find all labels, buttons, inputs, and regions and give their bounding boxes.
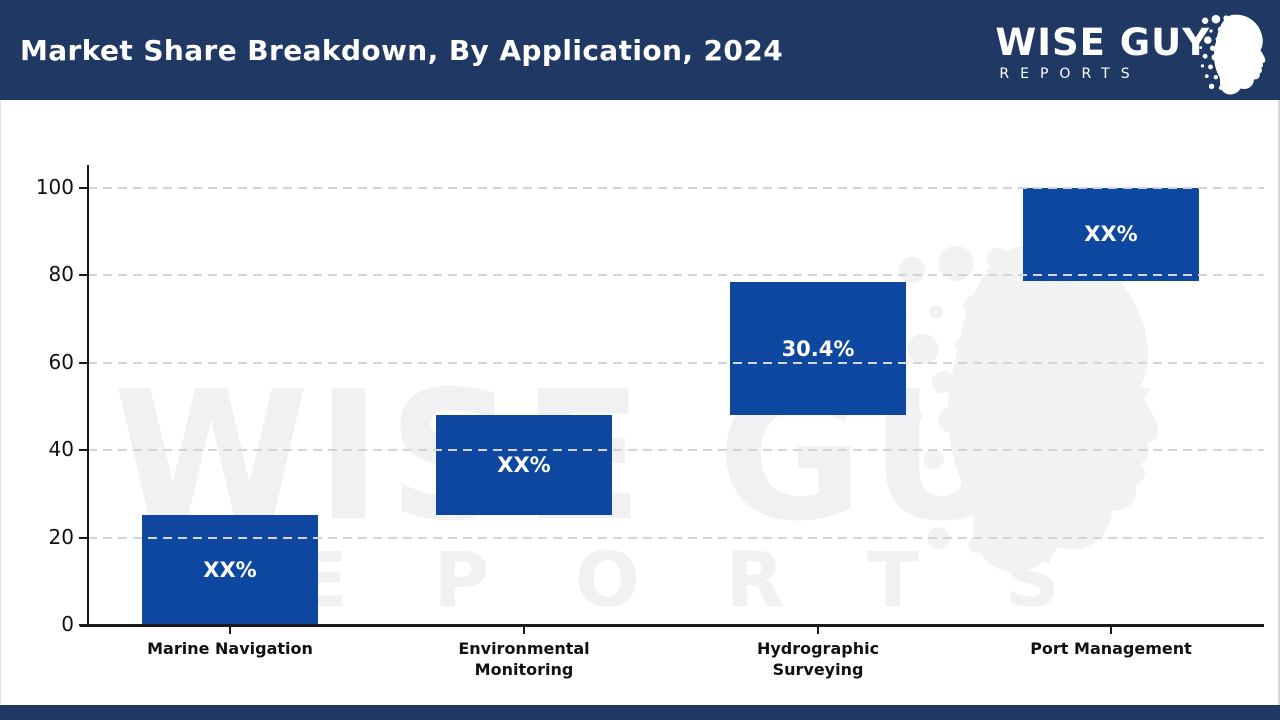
category-label-marine-navigation: Marine Navigation: [147, 639, 313, 658]
category-label-port-management: Port Management: [1030, 639, 1192, 658]
x-axis-tickmark: [1110, 625, 1112, 634]
y-axis-tickmark: [79, 274, 88, 276]
chart-title: Market Share Breakdown, By Application, …: [20, 34, 784, 67]
category-label-hydrographic-surveying: Hydrographic Surveying: [756, 639, 880, 680]
bar-environmental-monitoring: XX%: [436, 415, 612, 516]
y-axis-line: [87, 165, 89, 625]
y-axis-tick-label: 40: [48, 437, 74, 461]
wiseguy-face-icon: [1199, 14, 1266, 95]
y-axis-tick-label: 60: [48, 349, 74, 374]
bar-port-management: XX%: [1023, 187, 1199, 282]
gridline: [88, 274, 1264, 276]
bar-value-label: XX%: [203, 558, 257, 583]
bar-marine-navigation: XX%: [142, 515, 318, 625]
category-label-environmental-monitoring: Environmental Monitoring: [458, 639, 590, 680]
bar-hydrographic-surveying: 30.4%: [730, 282, 906, 415]
y-axis-tick-label: 20: [48, 524, 74, 549]
bar-value-label: XX%: [497, 453, 551, 478]
gridline: [88, 536, 1264, 539]
y-axis-tick-label: 100: [35, 174, 74, 199]
bar-value-label: 30.4%: [781, 336, 855, 361]
brand-logo-subtext: REPORTS: [999, 66, 1141, 82]
y-axis-tickmark: [79, 186, 88, 189]
y-axis-tickmark: [79, 449, 88, 451]
gridline: [88, 449, 1264, 451]
x-axis-tickmark: [817, 625, 819, 634]
brand-logo: WISE GUY REPORTS: [995, 10, 1268, 96]
y-axis-tickmark: [79, 536, 88, 539]
header-bar: Market Share Breakdown, By Application, …: [0, 0, 1280, 100]
y-axis-tick-label: 80: [48, 262, 74, 286]
brand-logo-text: WISE GUY REPORTS: [995, 24, 1210, 82]
footer-bar: [0, 705, 1280, 720]
bar-value-label: XX%: [1084, 222, 1138, 247]
x-axis-line: [80, 624, 1264, 627]
gridline: [88, 361, 1264, 364]
gridline: [88, 186, 1264, 189]
y-axis-tick-label: 0: [61, 612, 74, 636]
x-axis-tickmark: [229, 625, 231, 634]
x-axis-tickmark: [523, 625, 525, 634]
brand-logo-name: WISE GUY: [995, 21, 1210, 64]
y-axis-tickmark: [79, 361, 88, 364]
